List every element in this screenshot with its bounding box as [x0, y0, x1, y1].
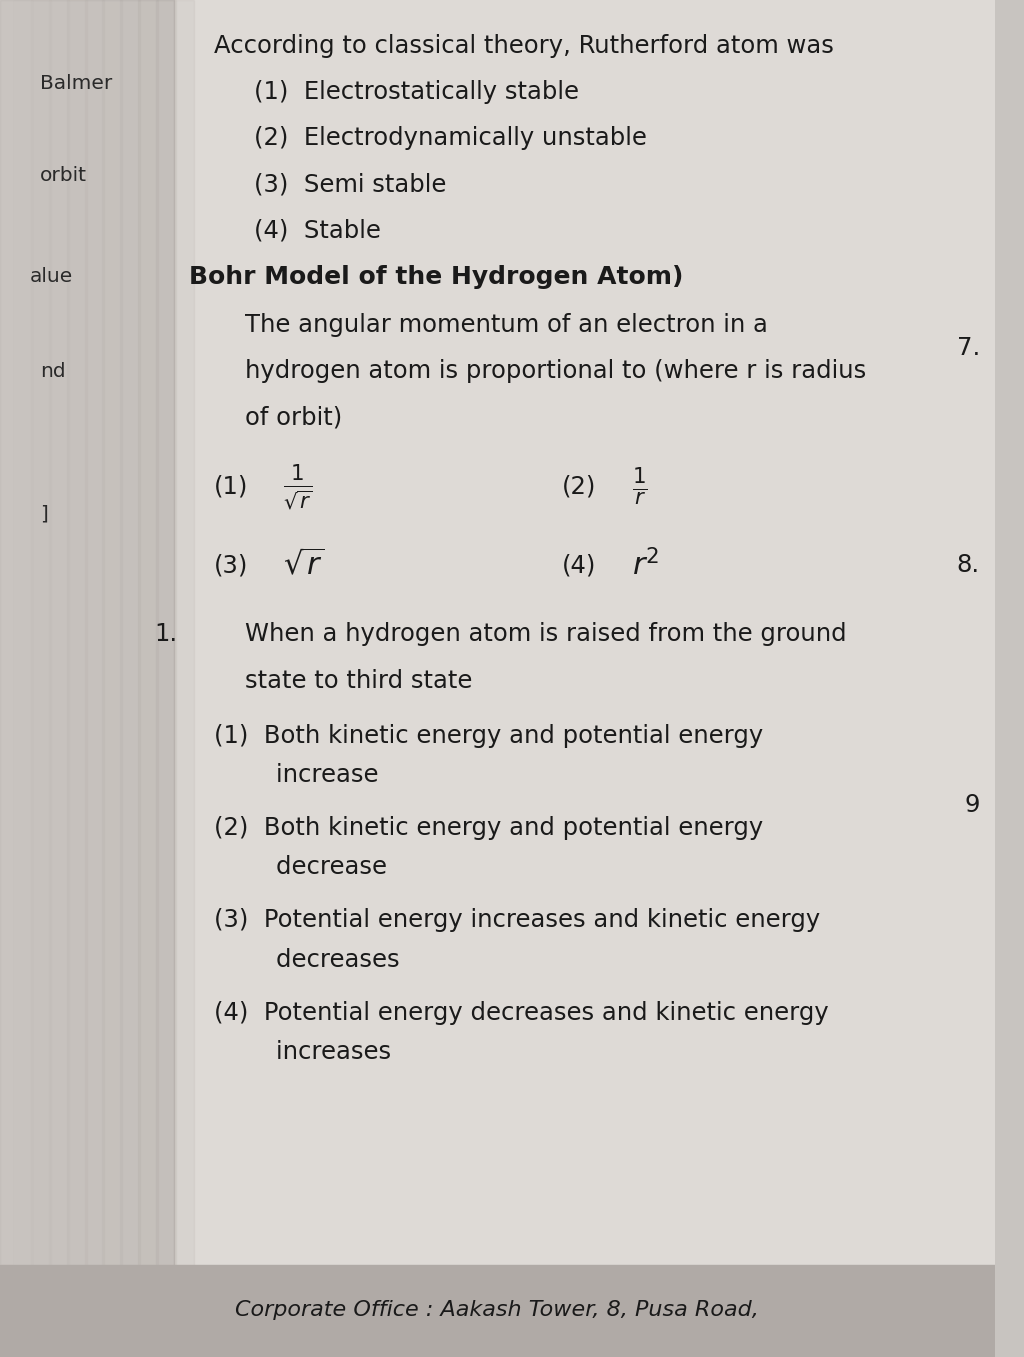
Bar — [0, 0, 174, 1269]
Text: decreases: decreases — [214, 947, 399, 972]
Bar — [174, 0, 194, 1269]
Text: $\sqrt{r}$: $\sqrt{r}$ — [284, 550, 325, 581]
Text: The angular momentum of an electron in a: The angular momentum of an electron in a — [214, 313, 768, 338]
Bar — [121, 0, 140, 1269]
Text: $\frac{1}{\sqrt{r}}$: $\frac{1}{\sqrt{r}}$ — [284, 461, 313, 512]
Text: 1.: 1. — [155, 623, 177, 646]
Text: (4)  Stable: (4) Stable — [254, 218, 381, 243]
Text: increases: increases — [214, 1039, 391, 1064]
Text: increase: increase — [214, 763, 378, 787]
Text: $\frac{1}{r}$: $\frac{1}{r}$ — [632, 465, 647, 508]
Bar — [49, 0, 69, 1269]
Text: (4): (4) — [562, 554, 596, 577]
Text: hydrogen atom is proportional to (where r is radius: hydrogen atom is proportional to (where … — [214, 360, 866, 384]
Text: ]: ] — [40, 505, 48, 524]
Bar — [13, 0, 33, 1269]
Text: alue: alue — [30, 267, 73, 286]
Text: Balmer: Balmer — [40, 73, 112, 92]
Bar — [0, 1265, 994, 1357]
Text: (1): (1) — [214, 475, 248, 499]
Bar — [102, 0, 122, 1269]
Bar — [157, 0, 176, 1269]
Text: (2)  Both kinetic energy and potential energy: (2) Both kinetic energy and potential en… — [214, 816, 763, 840]
Text: (2): (2) — [562, 475, 596, 499]
Bar — [31, 0, 51, 1269]
Bar — [85, 0, 104, 1269]
Text: 7.: 7. — [956, 337, 980, 361]
Text: 8.: 8. — [956, 554, 980, 577]
Text: of orbit): of orbit) — [214, 406, 342, 430]
Text: (1)  Both kinetic energy and potential energy: (1) Both kinetic energy and potential en… — [214, 723, 763, 748]
Text: orbit: orbit — [40, 166, 87, 185]
Text: $r^2$: $r^2$ — [632, 550, 659, 581]
Text: state to third state: state to third state — [214, 669, 472, 692]
Text: According to classical theory, Rutherford atom was: According to classical theory, Rutherfor… — [214, 34, 834, 58]
Text: decrease: decrease — [214, 855, 387, 879]
Bar — [67, 0, 87, 1269]
Text: (3)  Semi stable: (3) Semi stable — [254, 172, 446, 197]
Text: (3): (3) — [214, 554, 248, 577]
Text: (3)  Potential energy increases and kinetic energy: (3) Potential energy increases and kinet… — [214, 908, 820, 932]
Text: Bohr Model of the Hydrogen Atom): Bohr Model of the Hydrogen Atom) — [189, 265, 683, 289]
Text: (1)  Electrostatically stable: (1) Electrostatically stable — [254, 80, 579, 104]
Text: (2)  Electrodynamically unstable: (2) Electrodynamically unstable — [254, 126, 646, 151]
Text: When a hydrogen atom is raised from the ground: When a hydrogen atom is raised from the … — [214, 623, 847, 646]
Text: nd: nd — [40, 362, 66, 381]
Bar — [138, 0, 158, 1269]
Text: (4)  Potential energy decreases and kinetic energy: (4) Potential energy decreases and kinet… — [214, 1000, 828, 1025]
Text: 9: 9 — [965, 792, 980, 817]
Text: Corporate Office : Aakash Tower, 8, Pusa Road,: Corporate Office : Aakash Tower, 8, Pusa… — [236, 1300, 760, 1319]
